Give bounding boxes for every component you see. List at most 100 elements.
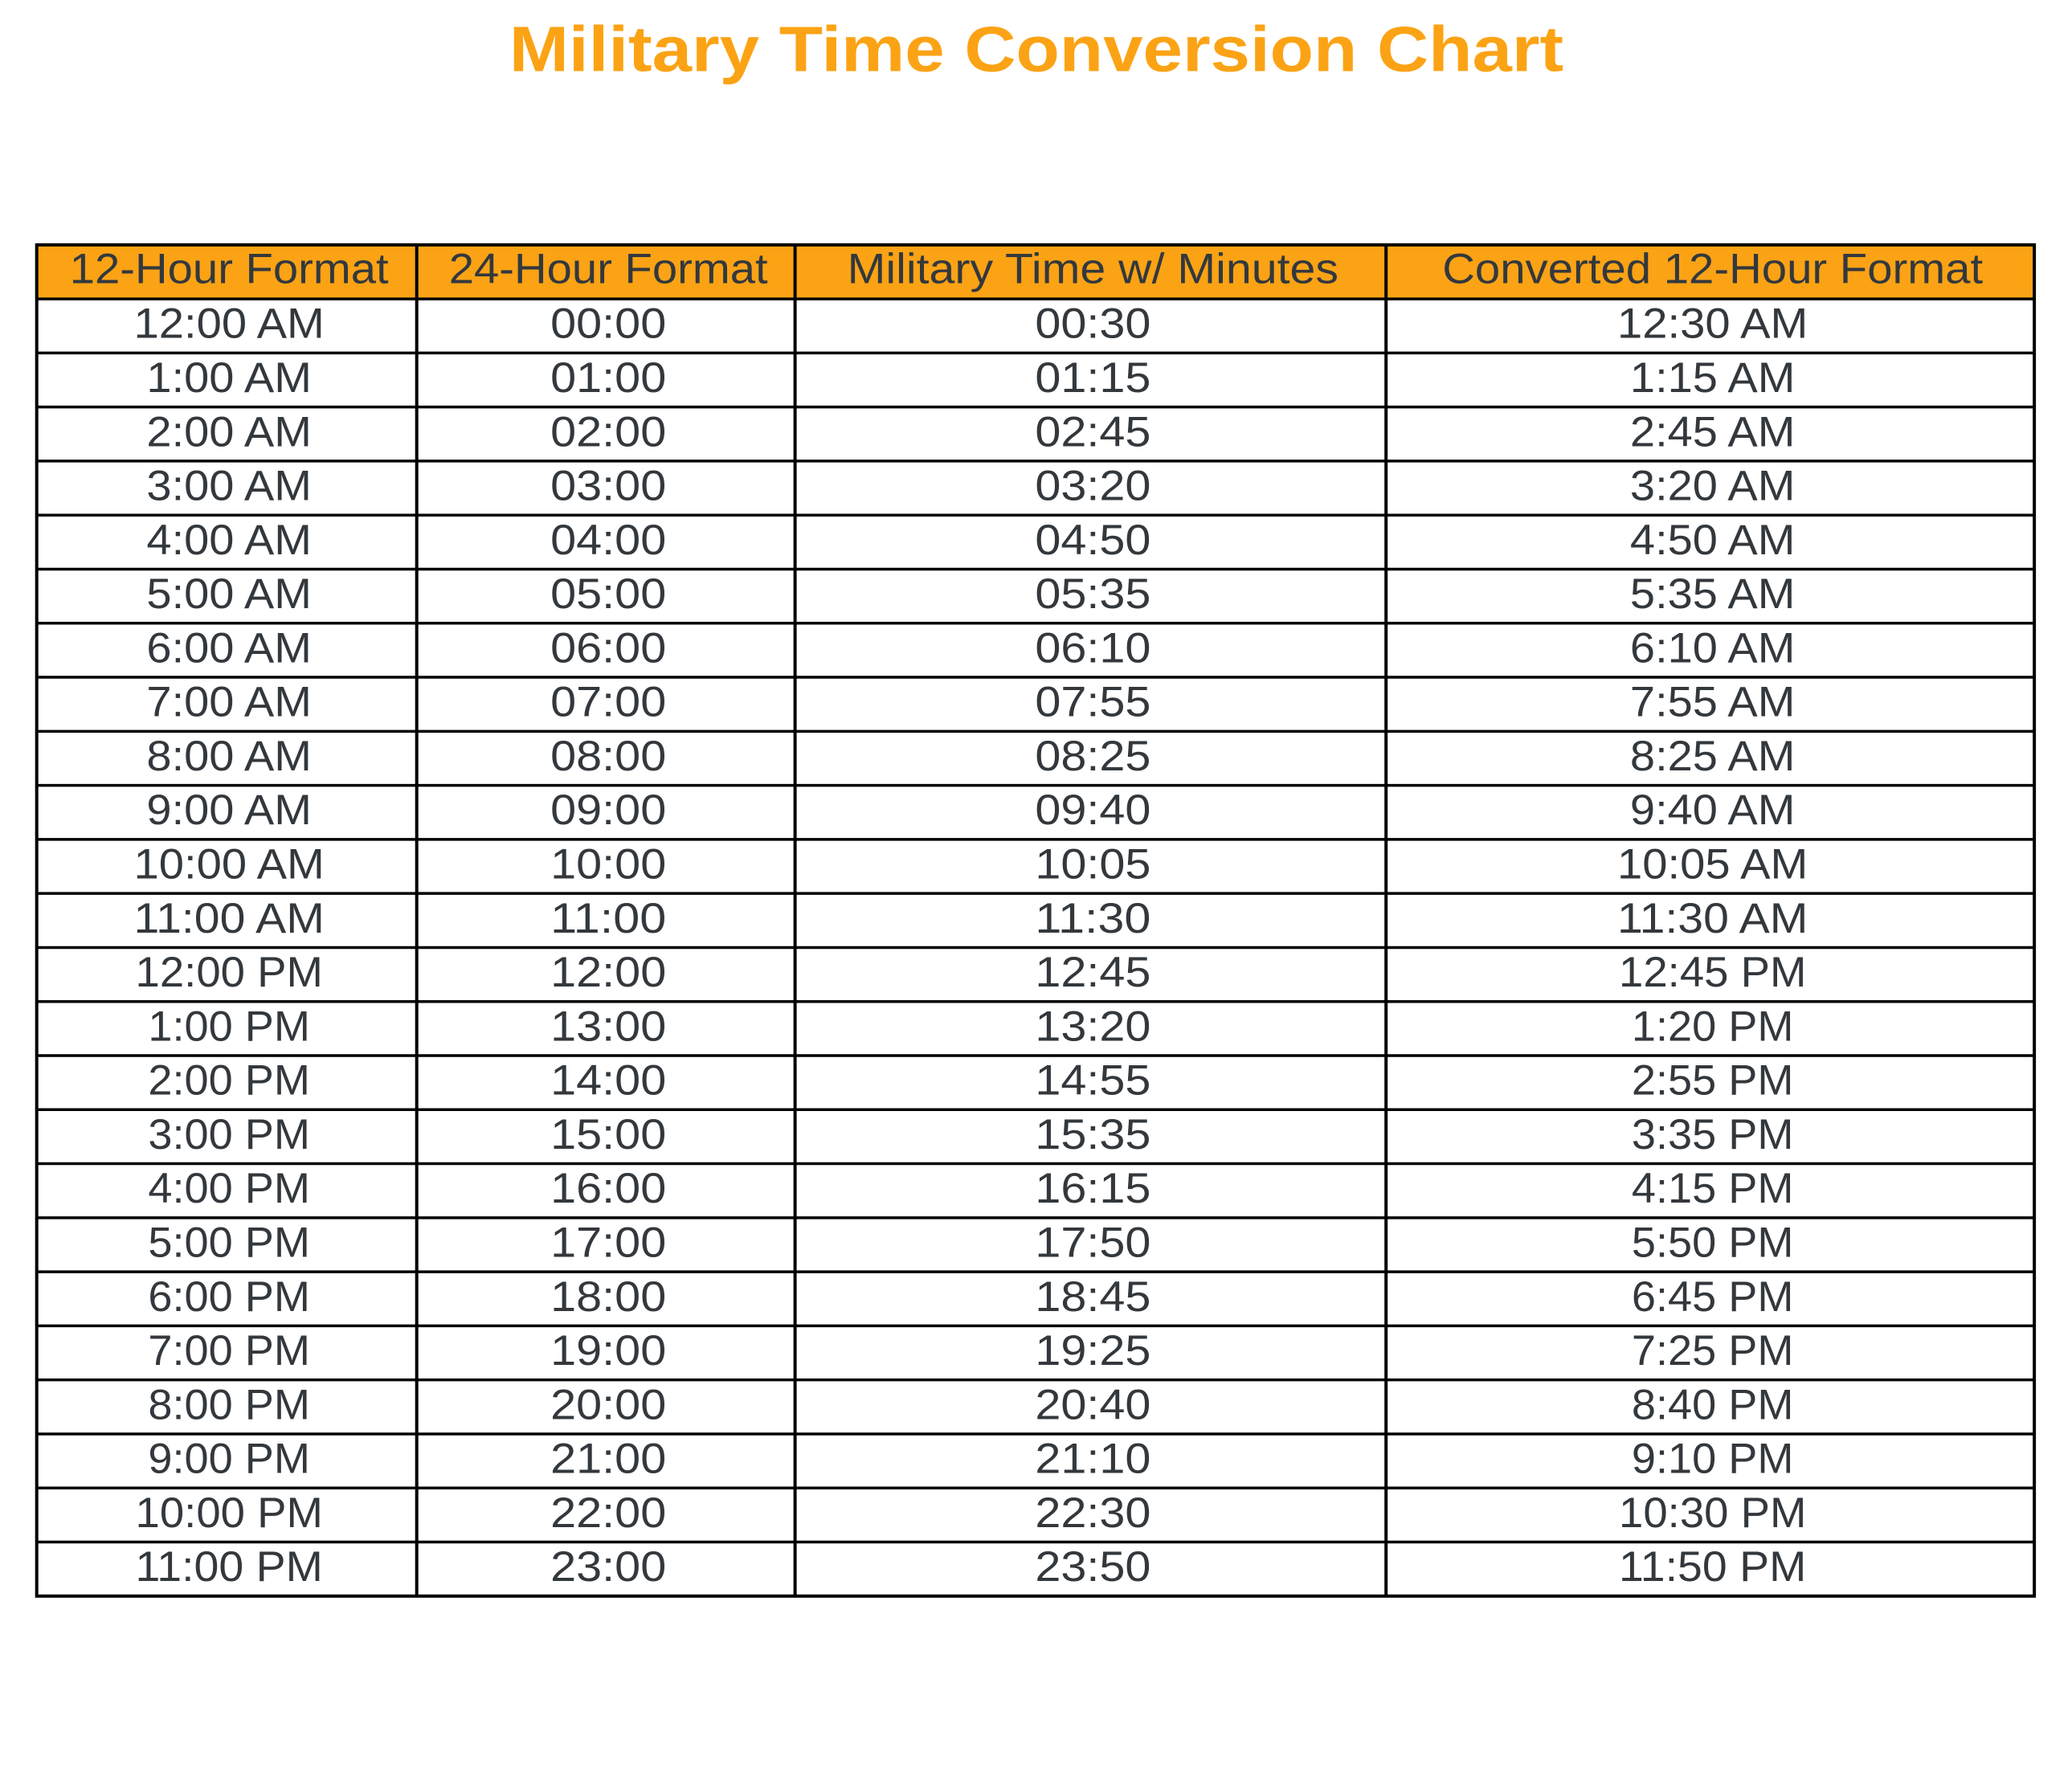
svg-text:1:00 AM: 1:00 AM [146,354,312,402]
svg-text:02:00: 02:00 [550,408,666,455]
svg-text:3:20 AM: 3:20 AM [1630,463,1796,510]
svg-text:18:00: 18:00 [550,1273,666,1321]
svg-text:10:00: 10:00 [550,841,666,888]
svg-text:11:30 AM: 11:30 AM [1617,895,1808,942]
svg-text:05:35: 05:35 [1035,570,1150,618]
svg-text:7:00 PM: 7:00 PM [148,1327,310,1375]
svg-text:12:45: 12:45 [1035,949,1150,996]
svg-text:Military Time w/ Minutes: Military Time w/ Minutes [848,246,1338,293]
svg-text:7:25 PM: 7:25 PM [1632,1327,1794,1375]
svg-text:7:00 AM: 7:00 AM [146,679,312,726]
svg-text:4:00 AM: 4:00 AM [146,517,312,564]
svg-text:23:00: 23:00 [550,1543,666,1591]
svg-text:3:35 PM: 3:35 PM [1632,1111,1794,1158]
svg-text:13:00: 13:00 [550,1003,666,1050]
svg-text:3:00 PM: 3:00 PM [148,1111,310,1158]
svg-text:13:20: 13:20 [1035,1003,1150,1050]
svg-text:8:00 PM: 8:00 PM [148,1381,310,1428]
svg-text:1:15 AM: 1:15 AM [1630,354,1796,402]
svg-text:8:25 AM: 8:25 AM [1630,733,1796,780]
svg-text:11:00 AM: 11:00 AM [134,895,325,942]
svg-text:6:00 PM: 6:00 PM [148,1273,310,1321]
svg-text:09:40: 09:40 [1035,786,1150,834]
svg-text:10:00 PM: 10:00 PM [136,1489,323,1537]
svg-text:Converted 12-Hour Format: Converted 12-Hour Format [1442,246,1983,293]
svg-text:10:00 AM: 10:00 AM [134,841,325,888]
svg-text:6:10 AM: 6:10 AM [1630,624,1796,672]
svg-text:20:40: 20:40 [1035,1381,1150,1428]
svg-text:12-Hour Format: 12-Hour Format [70,246,389,293]
svg-text:02:45: 02:45 [1035,408,1150,455]
svg-text:23:50: 23:50 [1035,1543,1150,1591]
svg-text:6:00 AM: 6:00 AM [146,624,312,672]
svg-text:01:00: 01:00 [550,354,666,402]
svg-text:9:10 PM: 9:10 PM [1632,1436,1794,1483]
svg-text:12:00: 12:00 [550,949,666,996]
svg-text:7:55 AM: 7:55 AM [1630,679,1796,726]
svg-text:8:40 PM: 8:40 PM [1632,1381,1794,1428]
svg-text:21:00: 21:00 [550,1436,666,1483]
svg-text:21:10: 21:10 [1035,1436,1150,1483]
svg-text:9:00 AM: 9:00 AM [146,786,312,834]
svg-text:1:00 PM: 1:00 PM [148,1003,310,1050]
svg-text:10:05 AM: 10:05 AM [1617,841,1808,888]
svg-text:9:40 AM: 9:40 AM [1630,786,1796,834]
svg-text:9:00 PM: 9:00 PM [148,1436,310,1483]
svg-text:16:15: 16:15 [1035,1165,1150,1212]
svg-text:12:30 AM: 12:30 AM [1617,300,1808,348]
svg-text:11:50 PM: 11:50 PM [1619,1543,1806,1591]
svg-text:2:00 AM: 2:00 AM [146,408,312,455]
svg-text:15:35: 15:35 [1035,1111,1150,1158]
svg-text:5:00 PM: 5:00 PM [148,1219,310,1266]
svg-text:5:35 AM: 5:35 AM [1630,570,1796,618]
svg-text:07:55: 07:55 [1035,679,1150,726]
svg-text:14:55: 14:55 [1035,1057,1150,1105]
svg-text:00:30: 00:30 [1035,300,1150,348]
svg-text:2:00 PM: 2:00 PM [148,1057,310,1105]
svg-text:04:00: 04:00 [550,517,666,564]
svg-text:8:00 AM: 8:00 AM [146,733,312,780]
svg-text:01:15: 01:15 [1035,354,1150,402]
svg-text:14:00: 14:00 [550,1057,666,1105]
svg-text:19:25: 19:25 [1035,1327,1150,1375]
svg-text:11:00: 11:00 [550,895,666,942]
svg-text:17:50: 17:50 [1035,1219,1150,1266]
svg-text:2:45 AM: 2:45 AM [1630,408,1796,455]
svg-text:5:00 AM: 5:00 AM [146,570,312,618]
svg-text:12:00 AM: 12:00 AM [134,300,325,348]
svg-text:24-Hour Format: 24-Hour Format [449,246,768,293]
svg-text:11:00 PM: 11:00 PM [136,1543,323,1591]
svg-text:04:50: 04:50 [1035,517,1150,564]
svg-text:18:45: 18:45 [1035,1273,1150,1321]
svg-text:08:25: 08:25 [1035,733,1150,780]
svg-text:06:10: 06:10 [1035,624,1150,672]
svg-text:20:00: 20:00 [550,1381,666,1428]
svg-text:6:45 PM: 6:45 PM [1632,1273,1794,1321]
svg-text:00:00: 00:00 [550,300,666,348]
svg-text:09:00: 09:00 [550,786,666,834]
svg-text:3:00 AM: 3:00 AM [146,463,312,510]
svg-text:Military Time Conversion Chart: Military Time Conversion Chart [509,14,1563,85]
svg-text:22:30: 22:30 [1035,1489,1150,1537]
svg-text:1:20 PM: 1:20 PM [1632,1003,1794,1050]
svg-text:5:50 PM: 5:50 PM [1632,1219,1794,1266]
svg-text:05:00: 05:00 [550,570,666,618]
svg-text:06:00: 06:00 [550,624,666,672]
svg-text:08:00: 08:00 [550,733,666,780]
svg-text:4:50 AM: 4:50 AM [1630,517,1796,564]
svg-text:15:00: 15:00 [550,1111,666,1158]
svg-text:19:00: 19:00 [550,1327,666,1375]
svg-text:17:00: 17:00 [550,1219,666,1266]
svg-text:4:00 PM: 4:00 PM [148,1165,310,1212]
svg-text:10:30 PM: 10:30 PM [1619,1489,1806,1537]
svg-text:12:45 PM: 12:45 PM [1619,949,1806,996]
svg-text:10:05: 10:05 [1035,841,1150,888]
svg-text:2:55 PM: 2:55 PM [1632,1057,1794,1105]
svg-text:4:15 PM: 4:15 PM [1632,1165,1794,1212]
svg-text:07:00: 07:00 [550,679,666,726]
svg-text:03:00: 03:00 [550,463,666,510]
svg-text:22:00: 22:00 [550,1489,666,1537]
svg-text:12:00 PM: 12:00 PM [136,949,323,996]
svg-text:03:20: 03:20 [1035,463,1150,510]
svg-text:11:30: 11:30 [1035,895,1150,942]
